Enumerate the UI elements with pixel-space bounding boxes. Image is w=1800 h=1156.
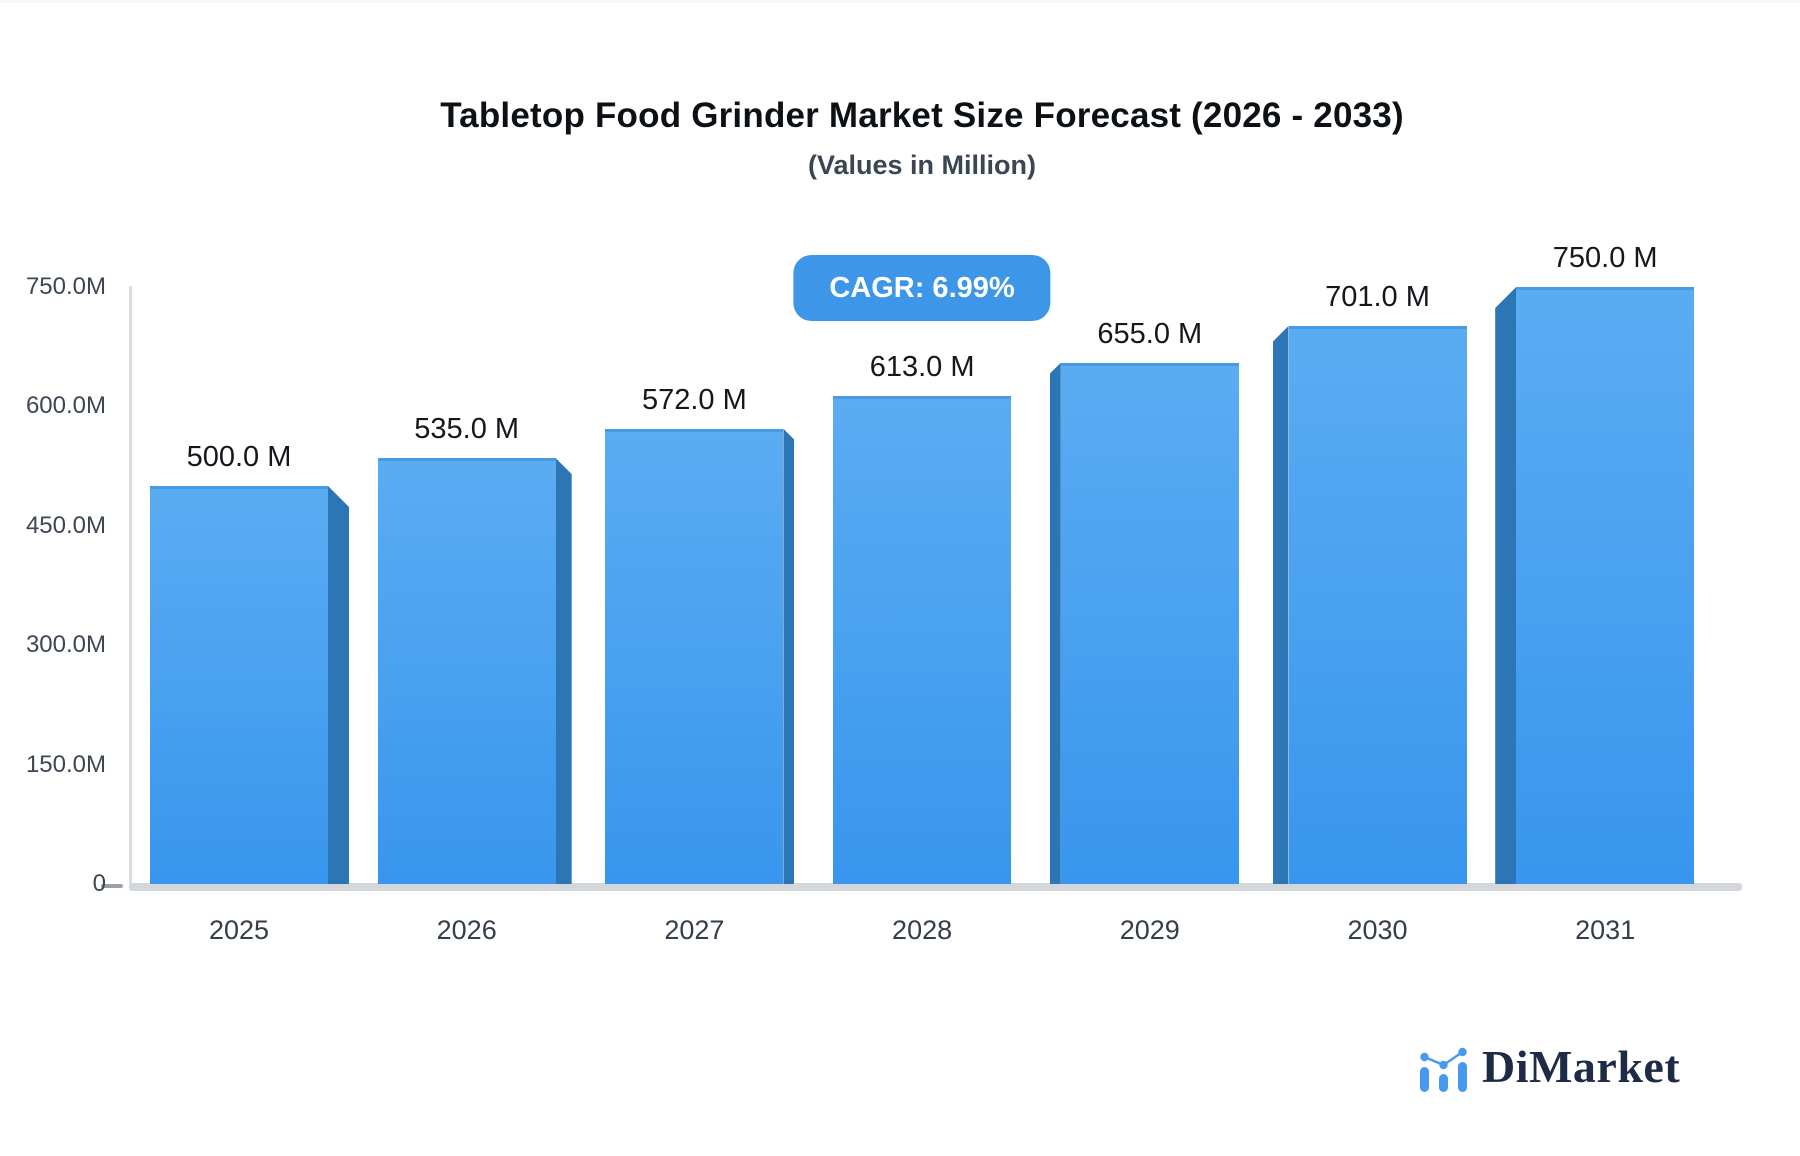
cagr-badge: CAGR: 6.99%: [793, 255, 1051, 321]
bar-value-label: 655.0 M: [1097, 317, 1203, 350]
x-axis-label: 2025: [208, 915, 270, 945]
bar-2029[interactable]: [1060, 362, 1239, 884]
brand-logo-icon: [1420, 1047, 1467, 1092]
bar-2026[interactable]: [377, 458, 556, 884]
chart-subtitle: (Values in Million): [807, 150, 1037, 180]
y-axis-tick-label: 150.0M: [25, 750, 106, 778]
x-axis-baseline: [129, 883, 1742, 891]
chart-title: Tabletop Food Grinder Market Size Foreca…: [440, 96, 1404, 135]
y-axis-tick-label: 750.0M: [25, 273, 106, 300]
bar-2025[interactable]: [150, 486, 328, 884]
bar-value-label: 701.0 M: [1325, 281, 1430, 313]
bar-2028[interactable]: [833, 396, 1012, 884]
bar-2027[interactable]: [605, 428, 784, 884]
brand-logo: DiMarket: [1420, 1038, 1680, 1094]
y-axis-tick-label: 450.0M: [25, 511, 106, 539]
bar-value-label: 500.0 M: [186, 441, 292, 473]
bar-side-face: [783, 428, 795, 884]
bar-side-face: [555, 458, 572, 884]
bar-value-label: 535.0 M: [414, 413, 520, 446]
y-axis-tick-label: 0: [92, 870, 106, 897]
brand-logo-text: DiMarket: [1482, 1040, 1681, 1092]
bar-value-label: 750.0 M: [1552, 242, 1658, 274]
x-axis-label: 2026: [436, 915, 497, 945]
bar-value-label: 572.0 M: [641, 383, 747, 416]
bar-2031[interactable]: [1516, 287, 1695, 884]
zero-tick-mark: [101, 884, 123, 888]
bar-side-face: [1272, 326, 1289, 884]
bar-value-label: 613.0 M: [869, 351, 975, 384]
x-axis-label: 2031: [1575, 915, 1636, 945]
bar-side-face: [1495, 287, 1517, 884]
bar-2030[interactable]: [1288, 326, 1467, 884]
bar-side-face: [1049, 362, 1061, 884]
window-top-border: [0, 0, 1800, 3]
x-axis-label: 2030: [1347, 915, 1408, 945]
y-axis-tick-label: 600.0M: [25, 392, 106, 420]
x-axis-label: 2027: [664, 915, 725, 945]
y-axis-line: [129, 286, 132, 884]
x-axis-label: 2028: [892, 915, 953, 945]
bar-side-face: [328, 486, 349, 884]
x-axis-label: 2029: [1119, 915, 1180, 945]
y-axis-tick-label: 300.0M: [25, 631, 106, 659]
